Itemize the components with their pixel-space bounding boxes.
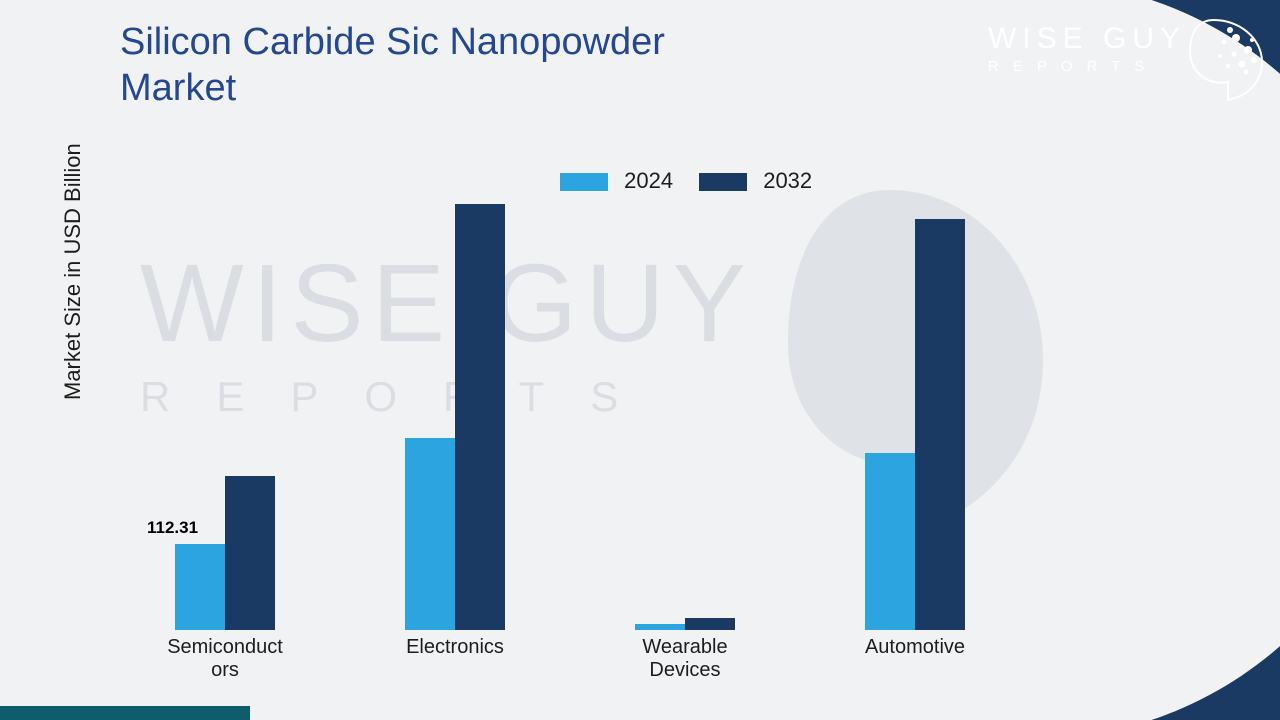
bar [405, 438, 455, 630]
chart-card: WISE GUY REPORTS WISE GUY REPORTS Silico… [0, 0, 1280, 720]
legend-label-2032: 2032 [763, 168, 812, 193]
bar [915, 219, 965, 630]
bar-chart: 112.31 SemiconductorsElectronicsWearable… [110, 200, 1010, 630]
bar [455, 204, 505, 630]
legend-item-2032: 2032 [699, 168, 812, 194]
legend-item-2024: 2024 [560, 168, 673, 194]
logo-head-icon [1184, 16, 1266, 102]
chart-legend: 2024 2032 [560, 168, 812, 194]
plot-area: 112.31 [110, 200, 1010, 630]
legend-swatch-2032 [699, 173, 747, 191]
legend-swatch-2024 [560, 173, 608, 191]
x-tick-label: WearableDevices [585, 636, 785, 682]
bottom-strip [0, 706, 250, 720]
legend-label-2024: 2024 [624, 168, 673, 193]
bar [865, 453, 915, 630]
x-tick-label: Semiconductors [125, 636, 325, 682]
x-tick-label: Automotive [815, 636, 1015, 659]
value-label: 112.31 [147, 518, 198, 538]
bar [635, 624, 685, 630]
page-title: Silicon Carbide Sic Nanopowder Market [120, 20, 760, 111]
y-axis-label: Market Size in USD Billion [60, 143, 86, 400]
x-tick-label: Electronics [355, 636, 555, 659]
bar [225, 476, 275, 630]
brand-logo: WISE GUY REPORTS [988, 22, 1262, 75]
bar [685, 618, 735, 630]
bar [175, 544, 225, 630]
